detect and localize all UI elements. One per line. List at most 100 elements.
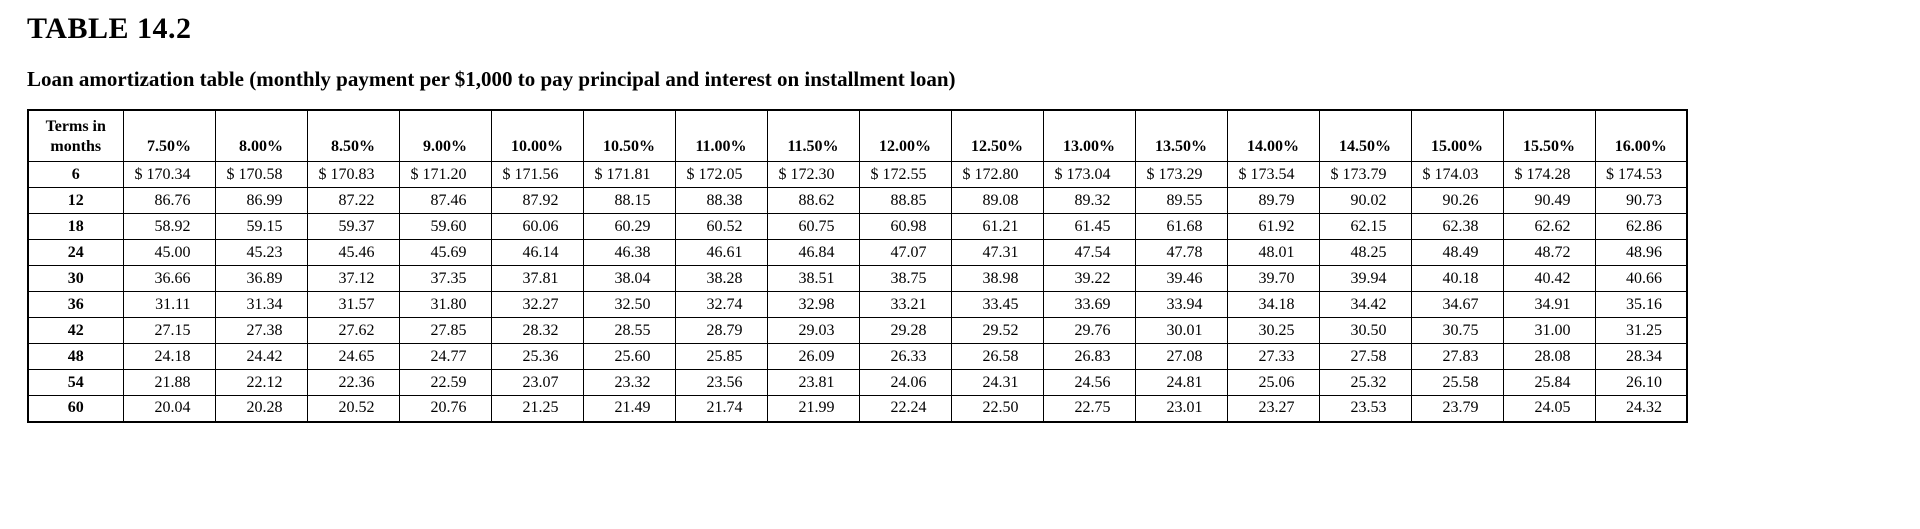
payment-cell: $ 171.81 bbox=[582, 161, 676, 188]
payment-cell: 33.69 bbox=[1042, 291, 1136, 318]
table-subtitle: Loan amortization table (monthly payment… bbox=[27, 67, 956, 91]
payment-cell: $ 170.34 bbox=[122, 161, 216, 188]
payment-cell: 32.98 bbox=[766, 291, 860, 318]
months-cell: 60 bbox=[27, 395, 124, 422]
payment-cell: 60.29 bbox=[582, 213, 676, 240]
payment-cell: 61.45 bbox=[1042, 213, 1136, 240]
payment-cell: 89.79 bbox=[1226, 187, 1320, 214]
payment-cell: 25.84 bbox=[1502, 369, 1596, 396]
payment-cell: 30.50 bbox=[1318, 317, 1412, 344]
payment-cell: 88.38 bbox=[674, 187, 768, 214]
table-title: TABLE 14.2 bbox=[27, 12, 192, 45]
payment-cell: 90.26 bbox=[1410, 187, 1504, 214]
payment-cell: 32.74 bbox=[674, 291, 768, 318]
payment-cell: 27.33 bbox=[1226, 343, 1320, 370]
payment-cell: 36.66 bbox=[122, 265, 216, 292]
payment-cell: $ 174.28 bbox=[1502, 161, 1596, 188]
payment-cell: 87.22 bbox=[306, 187, 400, 214]
payment-cell: $ 174.03 bbox=[1410, 161, 1504, 188]
payment-cell: 21.25 bbox=[490, 395, 584, 422]
header-terms-line2: months bbox=[50, 138, 102, 155]
payment-cell: 32.50 bbox=[582, 291, 676, 318]
payment-cell: 20.52 bbox=[306, 395, 400, 422]
payment-cell: 88.15 bbox=[582, 187, 676, 214]
payment-cell: 45.69 bbox=[398, 239, 492, 266]
payment-cell: 26.10 bbox=[1594, 369, 1688, 396]
payment-cell: 22.75 bbox=[1042, 395, 1136, 422]
rate-header: 10.50% bbox=[582, 109, 676, 162]
payment-cell: 47.07 bbox=[858, 239, 952, 266]
payment-cell: 27.85 bbox=[398, 317, 492, 344]
payment-cell: 27.83 bbox=[1410, 343, 1504, 370]
payment-cell: 88.85 bbox=[858, 187, 952, 214]
payment-cell: 23.53 bbox=[1318, 395, 1412, 422]
payment-cell: $ 170.83 bbox=[306, 161, 400, 188]
payment-cell: 33.45 bbox=[950, 291, 1044, 318]
table-row: 48 24.18 24.42 24.65 24.77 25.36 25.60 25.85 26.… bbox=[27, 343, 1688, 370]
payment-cell: 46.84 bbox=[766, 239, 860, 266]
payment-cell: 23.32 bbox=[582, 369, 676, 396]
payment-cell: 28.34 bbox=[1594, 343, 1688, 370]
payment-cell: 31.11 bbox=[122, 291, 216, 318]
payment-cell: 29.76 bbox=[1042, 317, 1136, 344]
payment-cell: 48.96 bbox=[1594, 239, 1688, 266]
payment-cell: 47.54 bbox=[1042, 239, 1136, 266]
months-cell: 48 bbox=[27, 343, 124, 370]
payment-cell: 24.05 bbox=[1502, 395, 1596, 422]
payment-cell: 39.70 bbox=[1226, 265, 1320, 292]
months-cell: 18 bbox=[27, 213, 124, 240]
table-body: 6 $ 170.34 $ 170.58 $ 170.83 $ 171.20 $ 171.5… bbox=[27, 161, 1688, 422]
payment-cell: 21.74 bbox=[674, 395, 768, 422]
payment-cell: 23.01 bbox=[1134, 395, 1228, 422]
payment-cell: 28.08 bbox=[1502, 343, 1596, 370]
payment-cell: 38.51 bbox=[766, 265, 860, 292]
rate-header: 11.00% bbox=[674, 109, 768, 162]
payment-cell: 24.18 bbox=[122, 343, 216, 370]
months-cell: 30 bbox=[27, 265, 124, 292]
payment-cell: 45.00 bbox=[122, 239, 216, 266]
payment-cell: 38.98 bbox=[950, 265, 1044, 292]
table-row: 30 36.66 36.89 37.12 37.35 37.81 38.04 38.28 38.… bbox=[27, 265, 1688, 292]
loan-amortization-table: Terms in months 7.50% 8.00% 8.50% 9.00% 10.0… bbox=[27, 109, 1688, 423]
payment-cell: 25.85 bbox=[674, 343, 768, 370]
payment-cell: 22.36 bbox=[306, 369, 400, 396]
payment-cell: $ 174.53 bbox=[1594, 161, 1688, 188]
payment-cell: 40.42 bbox=[1502, 265, 1596, 292]
payment-cell: $ 172.80 bbox=[950, 161, 1044, 188]
payment-cell: 38.04 bbox=[582, 265, 676, 292]
payment-cell: $ 171.20 bbox=[398, 161, 492, 188]
payment-cell: 27.15 bbox=[122, 317, 216, 344]
payment-cell: $ 173.04 bbox=[1042, 161, 1136, 188]
table-row: 18 58.92 59.15 59.37 59.60 60.06 60.29 60.52 60.… bbox=[27, 213, 1688, 240]
payment-cell: 33.94 bbox=[1134, 291, 1228, 318]
payment-cell: 30.01 bbox=[1134, 317, 1228, 344]
payment-cell: 27.58 bbox=[1318, 343, 1412, 370]
payment-cell: 61.92 bbox=[1226, 213, 1320, 240]
table-row: 42 27.15 27.38 27.62 27.85 28.32 28.55 28.79 29.… bbox=[27, 317, 1688, 344]
rate-header: 9.00% bbox=[398, 109, 492, 162]
payment-cell: 24.65 bbox=[306, 343, 400, 370]
payment-cell: 60.75 bbox=[766, 213, 860, 240]
payment-cell: 25.60 bbox=[582, 343, 676, 370]
payment-cell: 40.18 bbox=[1410, 265, 1504, 292]
payment-cell: 21.49 bbox=[582, 395, 676, 422]
header-row: Terms in months 7.50% 8.00% 8.50% 9.00% 10.0… bbox=[27, 109, 1688, 162]
table-row: 12 86.76 86.99 87.22 87.46 87.92 88.15 88.38 88.… bbox=[27, 187, 1688, 214]
payment-cell: $ 172.55 bbox=[858, 161, 952, 188]
payment-cell: 21.99 bbox=[766, 395, 860, 422]
payment-cell: 24.81 bbox=[1134, 369, 1228, 396]
payment-cell: $ 172.05 bbox=[674, 161, 768, 188]
payment-cell: 24.06 bbox=[858, 369, 952, 396]
payment-cell: 24.42 bbox=[214, 343, 308, 370]
rate-header: 12.50% bbox=[950, 109, 1044, 162]
payment-cell: 29.03 bbox=[766, 317, 860, 344]
months-cell: 36 bbox=[27, 291, 124, 318]
payment-cell: 25.58 bbox=[1410, 369, 1504, 396]
table-row: 36 31.11 31.34 31.57 31.80 32.27 32.50 32.74 32.… bbox=[27, 291, 1688, 318]
payment-cell: 22.59 bbox=[398, 369, 492, 396]
payment-cell: $ 173.29 bbox=[1134, 161, 1228, 188]
payment-cell: 21.88 bbox=[122, 369, 216, 396]
payment-cell: 31.25 bbox=[1594, 317, 1688, 344]
payment-cell: 31.57 bbox=[306, 291, 400, 318]
payment-cell: 20.76 bbox=[398, 395, 492, 422]
